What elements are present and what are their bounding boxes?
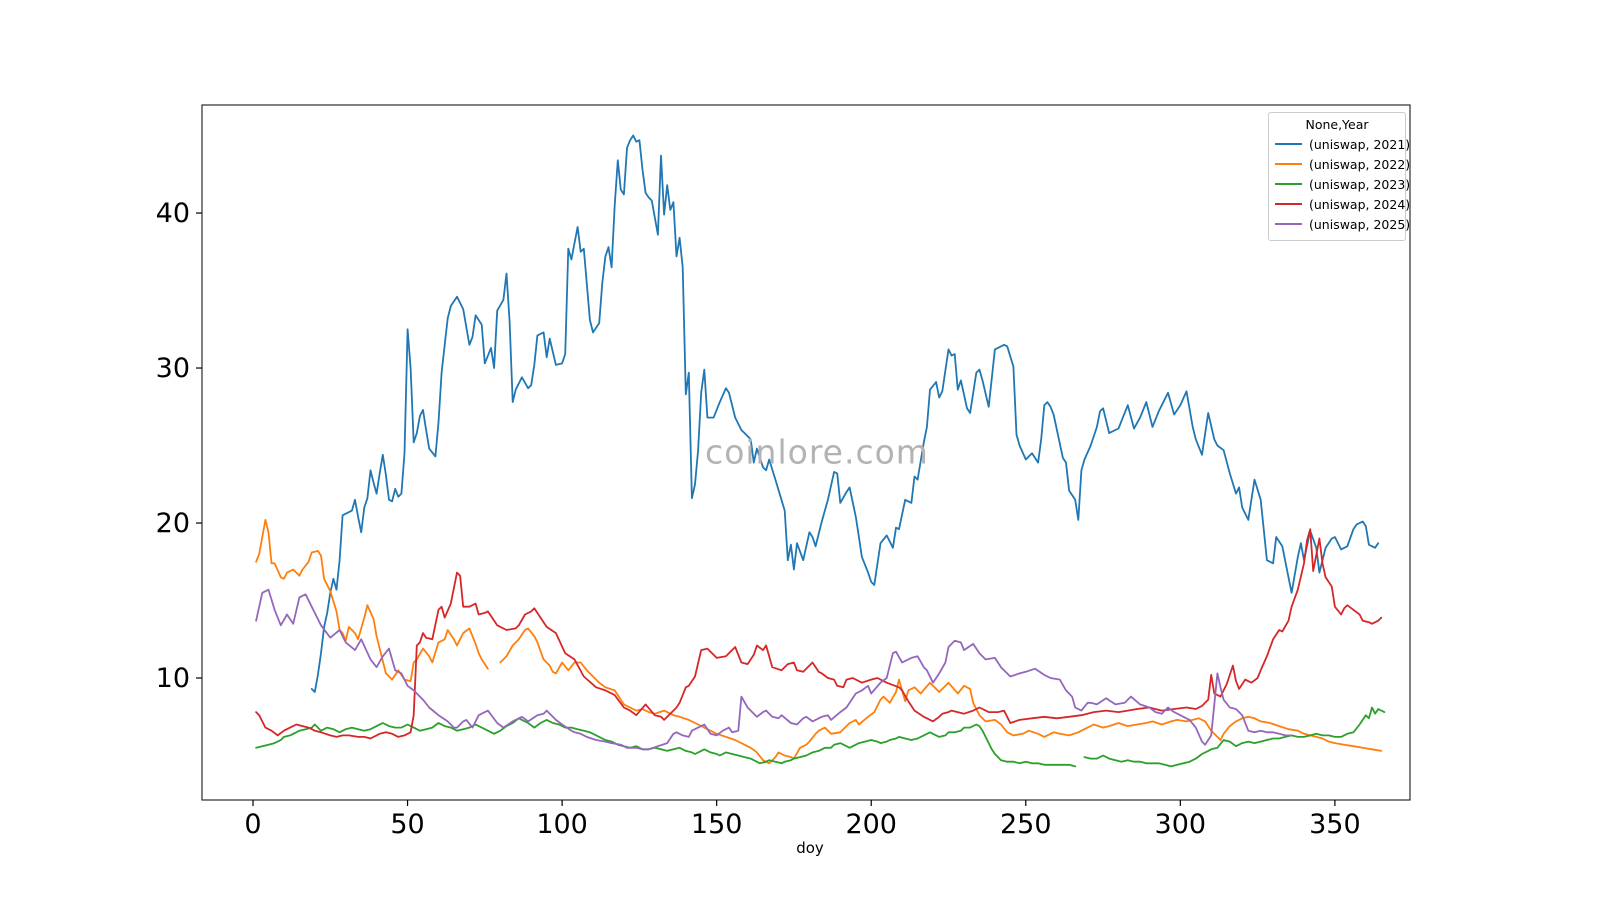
legend-item-uniswap-2023: (uniswap, 2023) — [1275, 174, 1410, 194]
y-tick-label: 30 — [156, 353, 190, 384]
legend-line-swatch-2024 — [1275, 203, 1302, 205]
plot-area-border — [201, 104, 1411, 801]
series-line-uniswap-2023 — [255, 706, 1386, 768]
x-tick-label: 0 — [244, 809, 261, 840]
series-line-uniswap-2022 — [255, 519, 1383, 765]
legend-label: (uniswap, 2021) — [1309, 136, 1411, 152]
x-tick-label: 150 — [691, 809, 743, 840]
legend-item-uniswap-2021: (uniswap, 2021) — [1275, 134, 1410, 154]
legend-line-swatch-2022 — [1275, 163, 1302, 165]
x-tick-label: 300 — [1155, 809, 1207, 840]
series-line-uniswap-2024 — [255, 528, 1383, 740]
x-tick-label: 50 — [390, 809, 424, 840]
legend: None,Year (uniswap, 2021) (uniswap, 2022… — [1268, 112, 1410, 241]
x-tick-label: 250 — [1000, 809, 1052, 840]
legend-item-uniswap-2024: (uniswap, 2024) — [1275, 194, 1410, 214]
x-tick-label: 350 — [1309, 809, 1361, 840]
legend-title: None,Year — [1305, 117, 1369, 132]
legend-label: (uniswap, 2023) — [1309, 176, 1411, 192]
x-tick-label: 200 — [845, 809, 897, 840]
legend-line-swatch-2023 — [1275, 183, 1302, 185]
legend-label: (uniswap, 2025) — [1309, 216, 1411, 232]
y-tick-label: 40 — [156, 198, 190, 229]
series-line-uniswap-2021 — [310, 134, 1380, 693]
y-tick-label: 10 — [156, 663, 190, 694]
x-axis-label: doy — [796, 839, 824, 857]
y-tick-label: 20 — [156, 508, 190, 539]
x-tick-label: 100 — [536, 809, 588, 840]
legend-line-swatch-2025 — [1275, 223, 1302, 225]
legend-item-uniswap-2025: (uniswap, 2025) — [1275, 214, 1410, 234]
watermark: coinlore.com — [705, 432, 929, 472]
series-line-uniswap-2025 — [255, 588, 1293, 751]
legend-item-uniswap-2022: (uniswap, 2022) — [1275, 154, 1410, 174]
legend-label: (uniswap, 2024) — [1309, 196, 1411, 212]
legend-label: (uniswap, 2022) — [1309, 156, 1411, 172]
legend-line-swatch-2021 — [1275, 143, 1302, 145]
